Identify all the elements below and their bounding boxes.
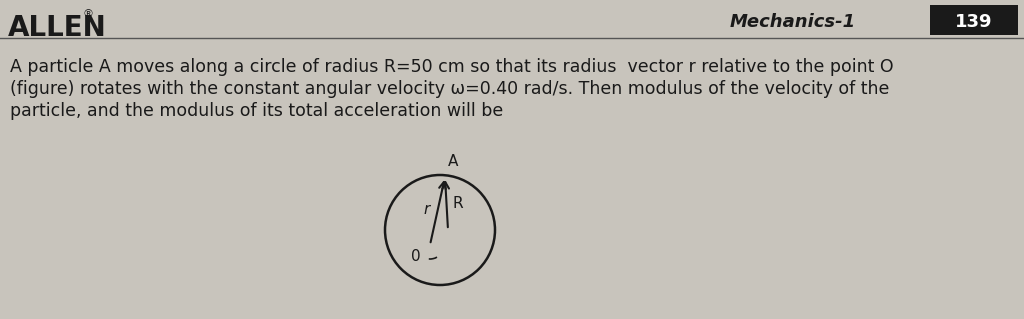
Text: A particle A moves along a circle of radius R=50 cm so that its radius  vector r: A particle A moves along a circle of rad… bbox=[10, 58, 894, 76]
Text: Mechanics-1: Mechanics-1 bbox=[730, 13, 856, 31]
Text: (figure) rotates with the constant angular velocity ω=0.40 rad/s. Then modulus o: (figure) rotates with the constant angul… bbox=[10, 80, 890, 98]
Text: r: r bbox=[423, 202, 429, 217]
Text: particle, and the modulus of its total acceleration will be: particle, and the modulus of its total a… bbox=[10, 102, 503, 120]
Text: ALLEN: ALLEN bbox=[8, 14, 106, 42]
Text: A: A bbox=[449, 154, 459, 169]
Text: R: R bbox=[452, 196, 463, 211]
FancyBboxPatch shape bbox=[930, 5, 1018, 35]
Text: 139: 139 bbox=[955, 13, 992, 31]
Text: ®: ® bbox=[82, 9, 93, 19]
Text: 0: 0 bbox=[412, 249, 421, 264]
